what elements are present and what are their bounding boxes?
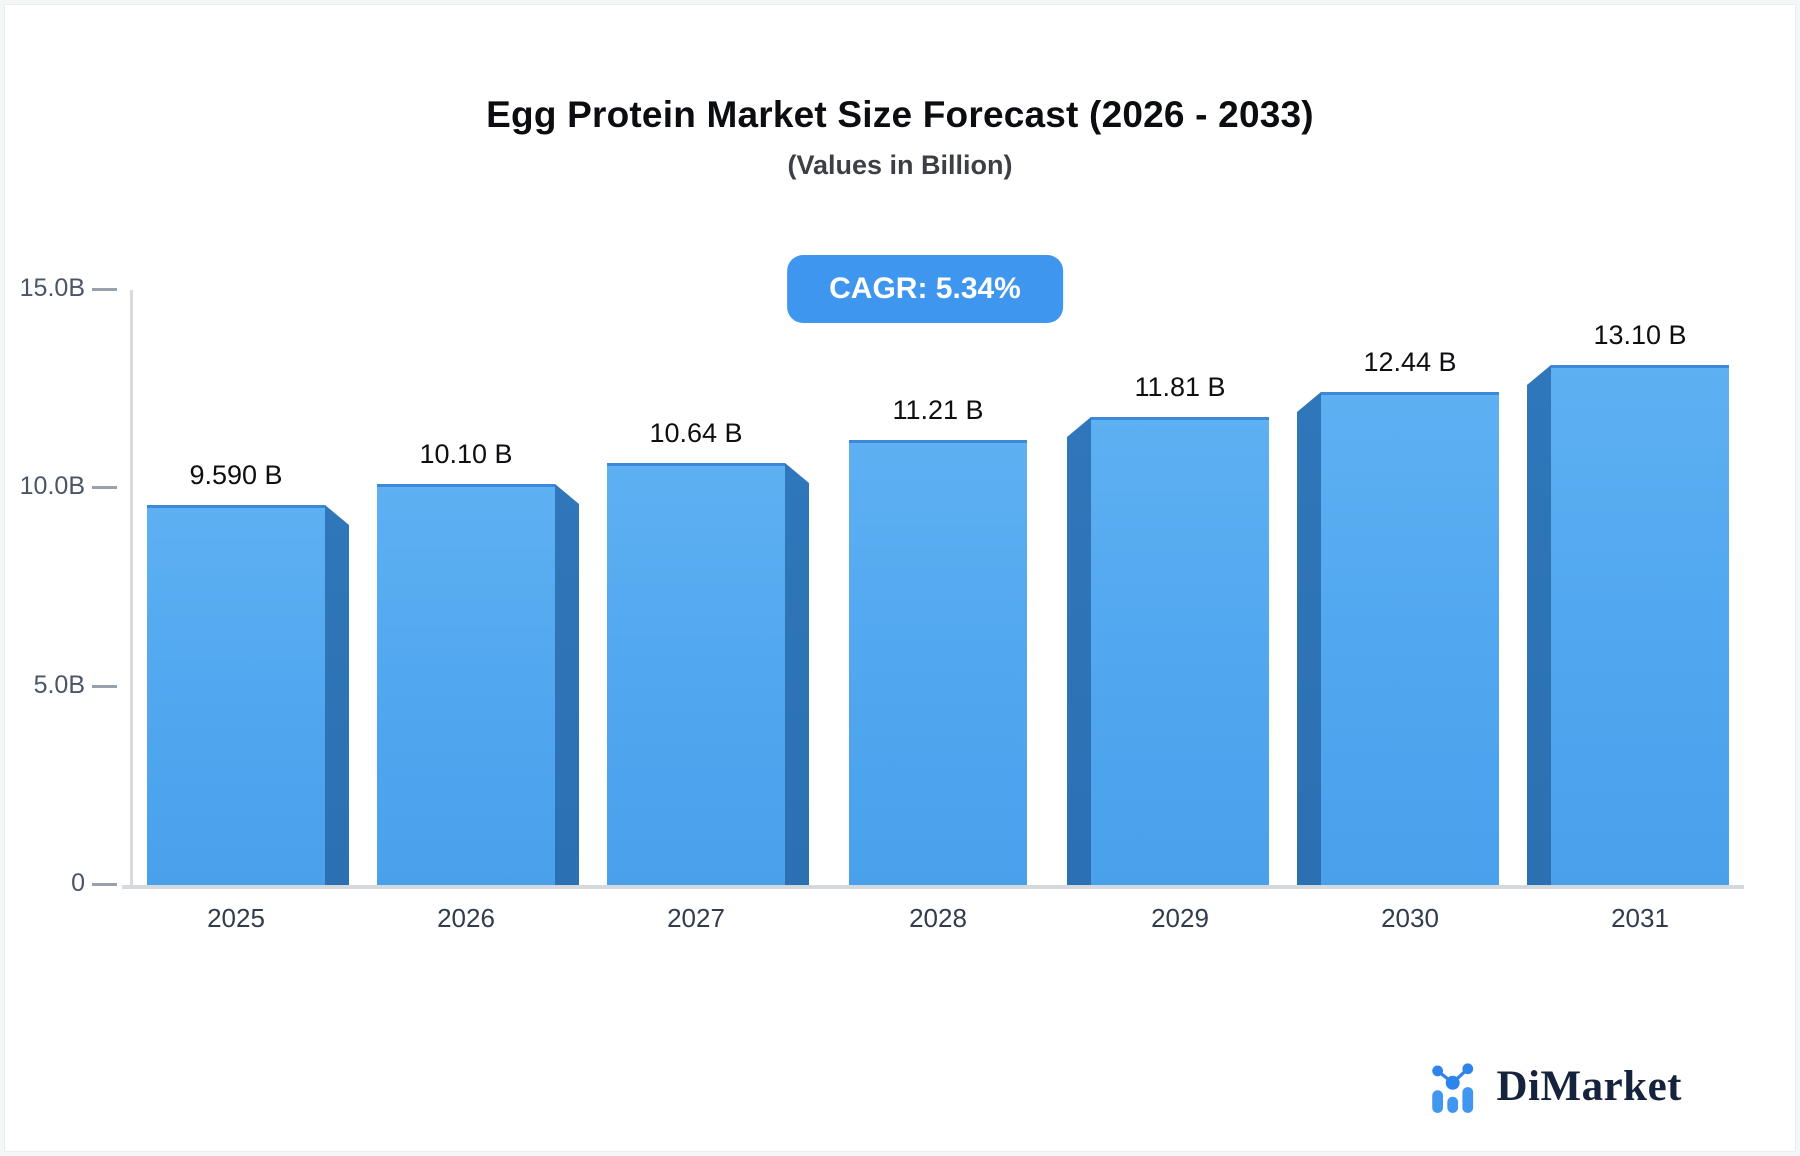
x-axis-label: 2026 [437,903,495,933]
bar-3d-side [1297,392,1321,885]
x-axis-label: 2029 [1151,903,1209,933]
x-axis-label: 2027 [667,903,725,933]
bar [147,505,325,885]
bar-3d-side [785,463,809,885]
bar [607,463,785,885]
y-tick-mark [92,684,117,688]
y-axis-line [130,290,133,885]
x-axis-label: 2030 [1381,903,1439,933]
y-tick-label: 10.0B [19,472,85,501]
bar [377,484,555,885]
bar-value-label: 11.21 B [892,395,984,425]
x-axis-baseline [122,885,1744,889]
bar-column-2027: 10.64 B 2027 [593,290,823,933]
bar-3d-side [1067,417,1091,885]
bar-value-label: 13.10 B [1593,320,1687,350]
bar-column-2025: 9.590 B 2025 [133,290,363,933]
brand-logo: DiMarket [1429,1058,1683,1114]
bar-column-2031: 13.10 B 2031 [1513,290,1743,933]
bar-3d-side [325,505,349,885]
bar-value-label: 9.590 B [189,460,283,490]
bar-value-label: 11.81 B [1134,372,1226,402]
brand-name: DiMarket [1496,1062,1682,1110]
y-tick-label: 15.0B [19,274,85,302]
bar-column-2029: 11.81 B 2029 [1053,290,1283,933]
bar-column-2028: 11.21 B 2028 [823,290,1053,933]
chart-subtitle: (Values in Billion) [787,150,1013,180]
x-axis-label: 2031 [1611,903,1669,933]
bar-3d-side [555,484,579,885]
bar-value-label: 10.10 B [419,439,513,469]
y-tick-mark [92,883,117,886]
chart-title: Egg Protein Market Size Forecast (2026 -… [486,94,1314,135]
bar-line-chart-icon [1429,1058,1485,1114]
y-tick-mark [92,486,117,490]
bar-column-2030: 12.44 B 2030 [1283,290,1513,933]
bar [1551,365,1729,885]
bar-value-label: 12.44 B [1363,347,1457,377]
bar-3d-side [1527,365,1551,885]
cagr-badge: CAGR: 5.34% [787,255,1063,323]
bar [1091,417,1269,885]
bar-chart-plot-area: 0 5.0B 10.0B 15.0B 9.590 B 2025 10.10 B 2026 10… [20,274,1745,933]
bar [1321,392,1499,885]
x-axis-label: 2028 [909,903,967,933]
y-tick-label: 5.0B [33,670,85,699]
x-axis-label: 2025 [207,903,265,933]
y-tick-mark [92,288,117,291]
bar-column-2026: 10.10 B 2026 [363,290,593,933]
y-tick-label: 0 [71,869,85,897]
bar-value-label: 10.64 B [649,418,743,448]
bar [849,440,1027,885]
